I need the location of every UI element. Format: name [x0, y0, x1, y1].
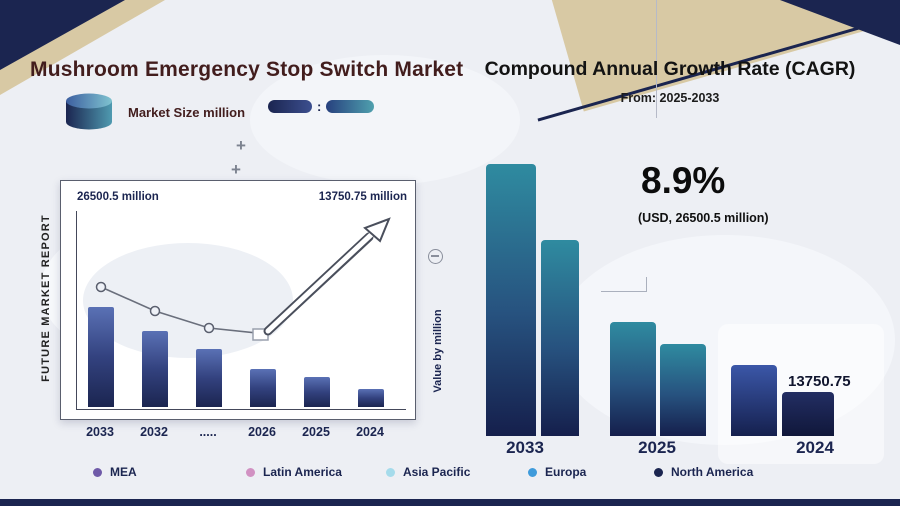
cagr-bar-2033-b [541, 240, 579, 436]
x-axis [76, 409, 406, 410]
cagr-bar-2024-a [731, 365, 777, 436]
ratio-pills-icon: : [268, 99, 375, 114]
cagr-bar-2025-a [610, 322, 656, 436]
cagr-bar-2033-a [486, 164, 536, 436]
chart-annotation-left: 26500.5 million [77, 191, 159, 203]
minus-circle-icon [428, 249, 443, 264]
bar-2024 [358, 389, 384, 407]
x-label-2033: 2033 [86, 425, 114, 439]
legend-item-north-america: North America [654, 465, 753, 479]
bracket-decoration [601, 277, 647, 292]
group-label-2033: 2033 [506, 438, 544, 457]
x-label-2025: 2025 [302, 425, 330, 439]
legend-item-asia-pacific: Asia Pacific [386, 465, 470, 479]
legend-dot-mea [93, 467, 102, 477]
legend-dot-north-america [654, 467, 663, 477]
legend-item-mea: MEA [93, 465, 137, 479]
cagr-bar-2025-b [660, 344, 706, 436]
page-title: Mushroom Emergency Stop Switch Market [30, 58, 464, 81]
pill-teal-icon [326, 100, 375, 113]
legend-item-latin-america: Latin America [246, 465, 342, 479]
trend-arrow-icon [95, 217, 391, 341]
x-label-2026: 2026 [248, 425, 276, 439]
market-size-legend: Market Size million [62, 93, 245, 131]
legend-label: Europa [545, 465, 587, 479]
legend-label: Latin America [263, 465, 342, 479]
legend-item-europa: Europa [528, 465, 586, 479]
cagr-value: 8.9% [641, 160, 726, 201]
chart-annotation-right: 13750.75 million [318, 191, 407, 203]
side-watermark: FUTURE MARKET REPORT [40, 214, 52, 382]
value-axis-label: Value by million [432, 309, 444, 393]
cagr-note: (USD, 26500.5 million) [638, 211, 769, 225]
plus-icon: + [231, 160, 241, 179]
cylinder-icon [66, 93, 112, 130]
bar-2026 [250, 369, 276, 407]
divider-line [656, 0, 657, 118]
bar-2032 [142, 331, 168, 407]
legend-label: MEA [110, 465, 137, 479]
cagr-subtitle: From: 2025-2033 [620, 91, 720, 105]
bar-2025 [304, 377, 330, 407]
legend-dot-latin-america [246, 467, 255, 477]
bar-2033 [88, 307, 114, 407]
cagr-title: Compound Annual Growth Rate (CAGR) [484, 58, 856, 80]
colon-separator: : [317, 99, 322, 114]
bar-gap [196, 349, 222, 407]
bottom-accent-bar [0, 499, 900, 506]
legend-dot-asia-pacific [386, 467, 395, 477]
legend-label: Asia Pacific [403, 465, 471, 479]
background-blob [250, 55, 520, 185]
market-size-chart: 26500.5 million 13750.75 million [60, 180, 416, 420]
market-size-label: Market Size million [128, 104, 246, 120]
x-label-gap: ..... [199, 425, 217, 439]
pill-navy-icon [268, 100, 312, 113]
y-axis [76, 211, 77, 409]
group-label-2024: 2024 [796, 438, 834, 457]
cagr-value-label: 13750.75 [788, 373, 851, 390]
cagr-bar-2024-b [782, 392, 834, 436]
plus-icon: + [236, 136, 246, 155]
x-label-2024: 2024 [356, 425, 384, 439]
legend-dot-europa [528, 467, 537, 477]
x-label-2032: 2032 [140, 425, 168, 439]
legend-label: North America [671, 465, 754, 479]
group-label-2025: 2025 [638, 438, 676, 457]
